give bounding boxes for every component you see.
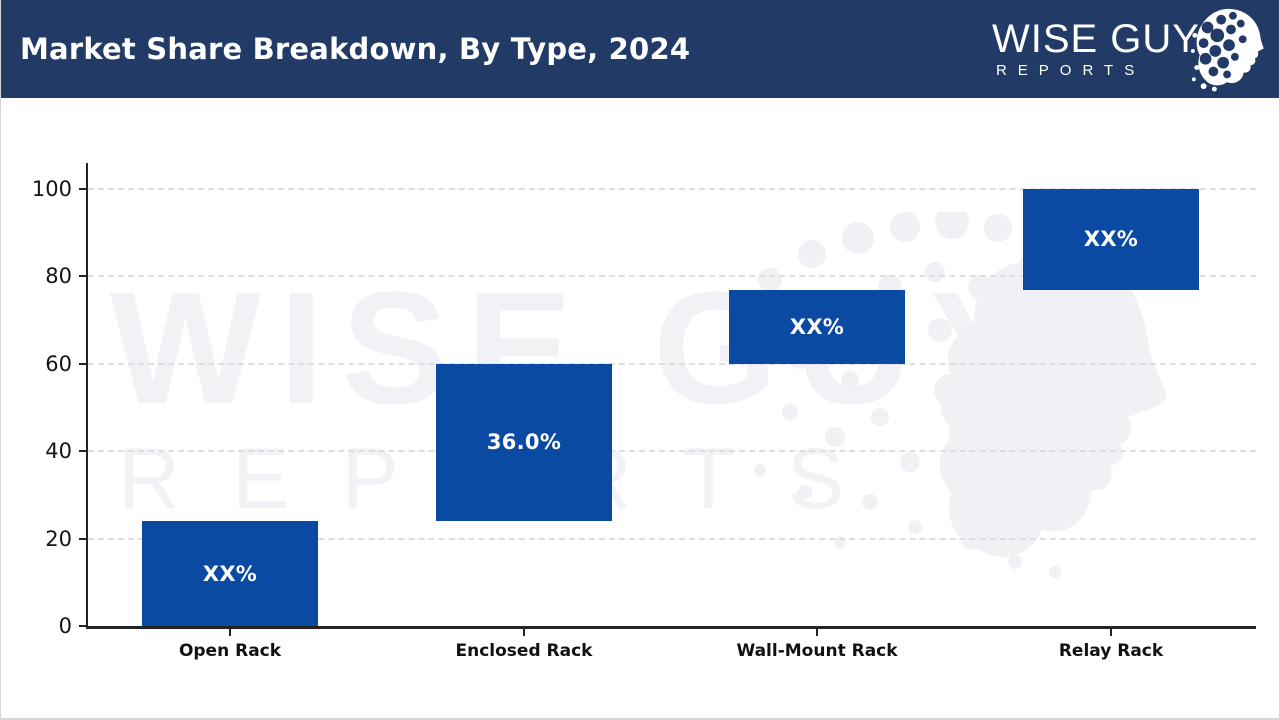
- bar-wall-mount-rack: XX%: [729, 289, 905, 364]
- category-label-open-rack: Open Rack: [178, 641, 282, 661]
- logo-subtitle: REPORTS: [995, 62, 1146, 79]
- gridline-20: [88, 537, 1256, 540]
- bar-open-rack: XX%: [142, 521, 318, 626]
- y-tick-label-20: 20: [45, 526, 72, 551]
- bar-value-label-relay-rack: XX%: [1083, 227, 1139, 252]
- x-axis: [86, 626, 1256, 629]
- bar-relay-rack: XX%: [1023, 189, 1199, 290]
- x-tick-relay-rack: [1110, 629, 1112, 636]
- y-axis: [86, 163, 88, 629]
- bar-value-label-open-rack: XX%: [202, 561, 258, 586]
- logo-wordmark: WISE GUY: [991, 17, 1200, 61]
- category-label-relay-rack: Relay Rack: [1058, 641, 1164, 661]
- gridline-100: [88, 188, 1256, 190]
- y-tick-label-80: 80: [45, 264, 72, 289]
- y-tick-20: [79, 537, 88, 540]
- y-tick-label-100: 100: [31, 177, 72, 201]
- y-tick-0: [79, 625, 88, 627]
- bar-value-label-wall-mount-rack: XX%: [789, 314, 845, 339]
- bar-value-label-enclosed-rack: 36.0%: [486, 430, 562, 455]
- y-tick-label-0: 0: [58, 614, 72, 638]
- gridline-80: [88, 275, 1256, 278]
- y-tick-80: [79, 275, 88, 278]
- x-tick-open-rack: [229, 629, 231, 636]
- y-tick-label-40: 40: [45, 439, 72, 464]
- y-tick-label-60: 60: [45, 351, 72, 376]
- category-label-wall-mount-rack: Wall-Mount Rack: [736, 641, 898, 661]
- chart-title: Market Share Breakdown, By Type, 2024: [20, 32, 691, 66]
- header-bar: Market Share Breakdown, By Type, 2024 WI…: [0, 0, 1280, 98]
- gridline-60: [88, 362, 1256, 365]
- wise-guy-reports-logo: WISE GUY REPORTS: [992, 6, 1270, 92]
- logo-head-icon: [1190, 8, 1264, 92]
- bar-enclosed-rack: 36.0%: [436, 363, 612, 522]
- x-tick-enclosed-rack: [523, 629, 525, 636]
- y-tick-60: [79, 362, 88, 365]
- logo-text: WISE GUY REPORTS: [992, 18, 1200, 80]
- gridline-40: [88, 450, 1256, 453]
- x-tick-wall-mount-rack: [816, 629, 818, 636]
- y-tick-40: [79, 450, 88, 453]
- category-label-enclosed-rack: Enclosed Rack: [455, 641, 593, 661]
- y-tick-100: [79, 188, 88, 190]
